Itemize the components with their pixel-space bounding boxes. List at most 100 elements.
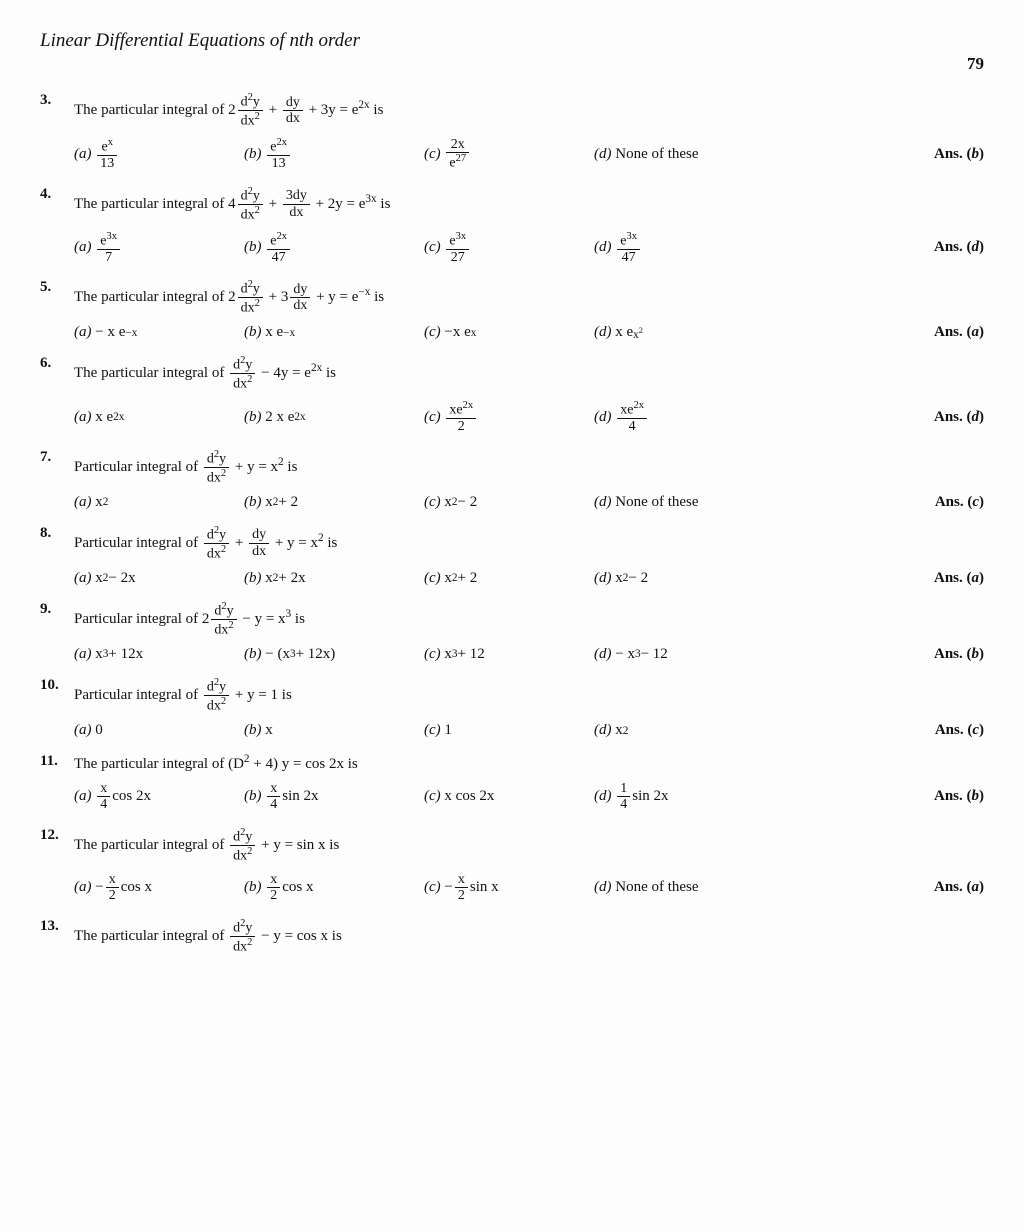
option: (a) x4 cos 2x: [74, 781, 244, 813]
question: 6. The particular integral of d2ydx2 − 4y…: [40, 355, 984, 392]
options-row: (a) x3 + 12x(b) − (x3 + 12x)(c) x3 + 12(…: [40, 646, 984, 663]
question-text: The particular integral of d2ydx2 − y = …: [74, 928, 342, 944]
question-number: 11.: [40, 753, 58, 770]
option: (b) − (x3 + 12x): [244, 646, 424, 663]
question-number: 10.: [40, 677, 59, 694]
option: (c) e3x27: [424, 231, 594, 265]
page-header: Linear Differential Equations of nth ord…: [40, 30, 984, 74]
options-row: (a) 0(b) x(c) 1(d) x2 Ans. (c): [40, 722, 984, 739]
option: (c) x3 + 12: [424, 646, 594, 663]
option: (b) 2 x e2x: [244, 409, 424, 426]
option: (b) e2x47: [244, 231, 424, 265]
answer: Ans. (d): [934, 239, 984, 256]
question: 11. The particular integral of (D2 + 4) y…: [40, 753, 984, 773]
option: (b) x e−x: [244, 324, 424, 341]
question-text: The particular integral of d2ydx2 − 4y =…: [74, 365, 336, 381]
option: (a) − x2 cos x: [74, 872, 244, 904]
answer: Ans. (a): [934, 879, 984, 896]
question-list: 3. The particular integral of 2d2ydx2 + d…: [40, 92, 984, 955]
question-text: The particular integral of d2ydx2 + y = …: [74, 837, 339, 853]
option: (c) xe2x2: [424, 400, 594, 434]
question-number: 5.: [40, 279, 51, 296]
question-text: Particular integral of d2ydx2 + dydx + y…: [74, 535, 337, 551]
question-number: 13.: [40, 918, 59, 935]
question: 5. The particular integral of 2d2ydx2 + 3…: [40, 279, 984, 316]
option: (d) None of these: [594, 146, 794, 163]
option: (a) x e2x: [74, 409, 244, 426]
question: 13. The particular integral of d2ydx2 − y…: [40, 918, 984, 955]
options-row: (a) x e2x(b) 2 x e2x(c) xe2x2(d) xe2x4 An…: [40, 400, 984, 434]
question-text: The particular integral of 2d2ydx2 + 3dy…: [74, 289, 384, 305]
answer: Ans. (c): [935, 494, 984, 511]
option: (a) − x e−x: [74, 324, 244, 341]
answer: Ans. (c): [935, 722, 984, 739]
options-row: (a) − x2 cos x(b) x2 cos x(c) − x2 sin x…: [40, 872, 984, 904]
answer: Ans. (b): [934, 788, 984, 805]
chapter-title: Linear Differential Equations of nth ord…: [40, 30, 360, 52]
option: (b) x: [244, 722, 424, 739]
options-row: (a) − x e−x(b) x e−x(c) −x ex(d) x ex2 An…: [40, 324, 984, 341]
answer: Ans. (b): [934, 146, 984, 163]
question: 3. The particular integral of 2d2ydx2 + d…: [40, 92, 984, 129]
question: 9. Particular integral of 2d2ydx2 − y = x…: [40, 601, 984, 638]
question-text: Particular integral of d2ydx2 + y = x2 i…: [74, 459, 297, 475]
answer: Ans. (b): [934, 646, 984, 663]
option: (a) ex13: [74, 137, 244, 171]
title-n: n: [289, 30, 299, 51]
option: (a) x2 − 2x: [74, 570, 244, 587]
title-suffix: th order: [299, 30, 360, 51]
option: (c) x cos 2x: [424, 788, 594, 805]
answer: Ans. (d): [934, 409, 984, 426]
option: (b) e2x13: [244, 137, 424, 171]
option: (c) 1: [424, 722, 594, 739]
option: (a) e3x7: [74, 231, 244, 265]
question: 4. The particular integral of 4d2ydx2 + 3…: [40, 186, 984, 223]
option: (d) 14 sin 2x: [594, 781, 794, 813]
options-row: (a) x2(b) x2 + 2(c) x2 − 2(d) None of th…: [40, 494, 984, 511]
option: (d) None of these: [594, 879, 794, 896]
question-number: 12.: [40, 827, 59, 844]
option: (b) x4 sin 2x: [244, 781, 424, 813]
question-text: Particular integral of 2d2ydx2 − y = x3 …: [74, 611, 305, 627]
option: (d) x2 − 2: [594, 570, 794, 587]
option: (c) −x ex: [424, 324, 594, 341]
answer: Ans. (a): [934, 570, 984, 587]
option: (c) 2xe27: [424, 137, 594, 171]
question-text: Particular integral of d2ydx2 + y = 1 is: [74, 687, 292, 703]
option: (c) − x2 sin x: [424, 872, 594, 904]
question: 8. Particular integral of d2ydx2 + dydx +…: [40, 525, 984, 562]
option: (b) x2 + 2x: [244, 570, 424, 587]
answer: Ans. (a): [934, 324, 984, 341]
option: (c) x2 + 2: [424, 570, 594, 587]
option: (b) x2 + 2: [244, 494, 424, 511]
question-number: 6.: [40, 355, 51, 372]
option: (d) x ex2: [594, 324, 794, 341]
question-number: 4.: [40, 186, 51, 203]
options-row: (a) x2 − 2x(b) x2 + 2x(c) x2 + 2(d) x2 −…: [40, 570, 984, 587]
question: 7. Particular integral of d2ydx2 + y = x2…: [40, 449, 984, 486]
page-number: 79: [967, 54, 984, 74]
option: (a) 0: [74, 722, 244, 739]
option: (d) − x3 − 12: [594, 646, 794, 663]
question-number: 9.: [40, 601, 51, 618]
question-text: The particular integral of (D2 + 4) y = …: [74, 756, 358, 772]
option: (a) x3 + 12x: [74, 646, 244, 663]
question-text: The particular integral of 4d2ydx2 + 3dy…: [74, 196, 390, 212]
question-number: 8.: [40, 525, 51, 542]
question-text: The particular integral of 2d2ydx2 + dyd…: [74, 102, 383, 118]
options-row: (a) ex13(b) e2x13(c) 2xe27(d) None of th…: [40, 137, 984, 171]
options-row: (a) x4 cos 2x(b) x4 sin 2x(c) x cos 2x(d…: [40, 781, 984, 813]
question-number: 3.: [40, 92, 51, 109]
question: 10. Particular integral of d2ydx2 + y = 1…: [40, 677, 984, 714]
option: (d) e3x47: [594, 231, 794, 265]
options-row: (a) e3x7(b) e2x47(c) e3x27(d) e3x47 Ans. …: [40, 231, 984, 265]
option: (b) x2 cos x: [244, 872, 424, 904]
option: (a) x2: [74, 494, 244, 511]
option: (c) x2 − 2: [424, 494, 594, 511]
title-prefix: Linear Differential Equations of: [40, 30, 289, 51]
option: (d) x2: [594, 722, 794, 739]
option: (d) None of these: [594, 494, 794, 511]
option: (d) xe2x4: [594, 400, 794, 434]
question-number: 7.: [40, 449, 51, 466]
question: 12. The particular integral of d2ydx2 + y…: [40, 827, 984, 864]
